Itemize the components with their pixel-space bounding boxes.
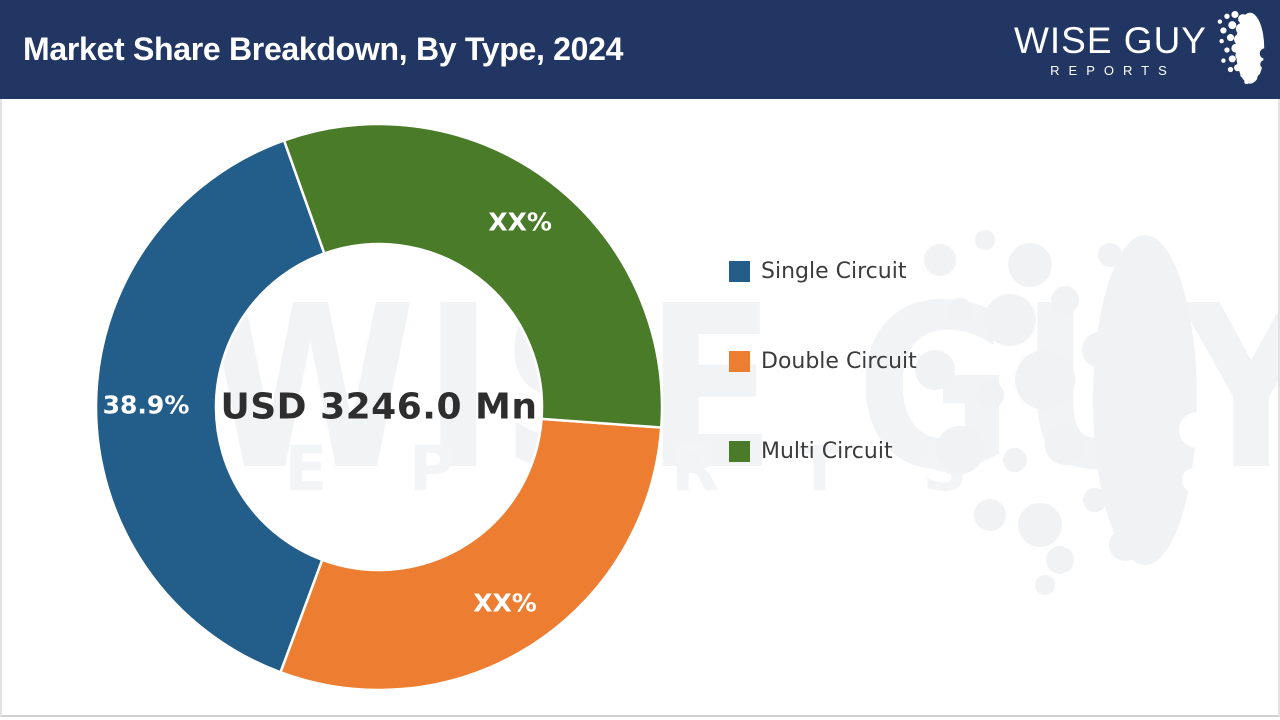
slice-label-double-circuit: XX%: [473, 588, 537, 618]
chart-center-value: USD 3246.0 Mn: [220, 386, 538, 428]
legend-swatch-single-circuit: [729, 260, 750, 282]
legend-label-double-circuit: Double Circuit: [761, 348, 917, 374]
donut-slice-double-circuit: [279, 417, 663, 692]
legend-label-single-circuit: Single Circuit: [761, 258, 907, 284]
legend-swatch-double-circuit: [729, 350, 750, 372]
legend-item-double-circuit: Double Circuit: [729, 348, 917, 374]
logo-subtitle: REPORTS: [1050, 62, 1176, 78]
legend-swatch-multi-circuit: [729, 440, 750, 462]
header-bar: Market Share Breakdown, By Type, 2024 WI…: [0, 0, 1280, 99]
donut-slice-single-circuit: [94, 139, 326, 674]
slice-label-multi-circuit: XX%: [488, 207, 552, 237]
wise-guy-logo: WISE GUY REPORTS: [1014, 0, 1266, 99]
slice-label-single-circuit: 38.9%: [102, 390, 190, 420]
legend-item-multi-circuit: Multi Circuit: [729, 438, 893, 464]
donut-slice-multi-circuit: [282, 122, 664, 429]
logo-face-icon: [1217, 10, 1266, 84]
legend-label-multi-circuit: Multi Circuit: [761, 438, 893, 464]
page-title: Market Share Breakdown, By Type, 2024: [23, 31, 624, 67]
logo-text: WISE GUY REPORTS: [1014, 22, 1207, 78]
logo-wordmark: WISE GUY: [1013, 19, 1207, 61]
legend-item-single-circuit: Single Circuit: [729, 258, 906, 284]
